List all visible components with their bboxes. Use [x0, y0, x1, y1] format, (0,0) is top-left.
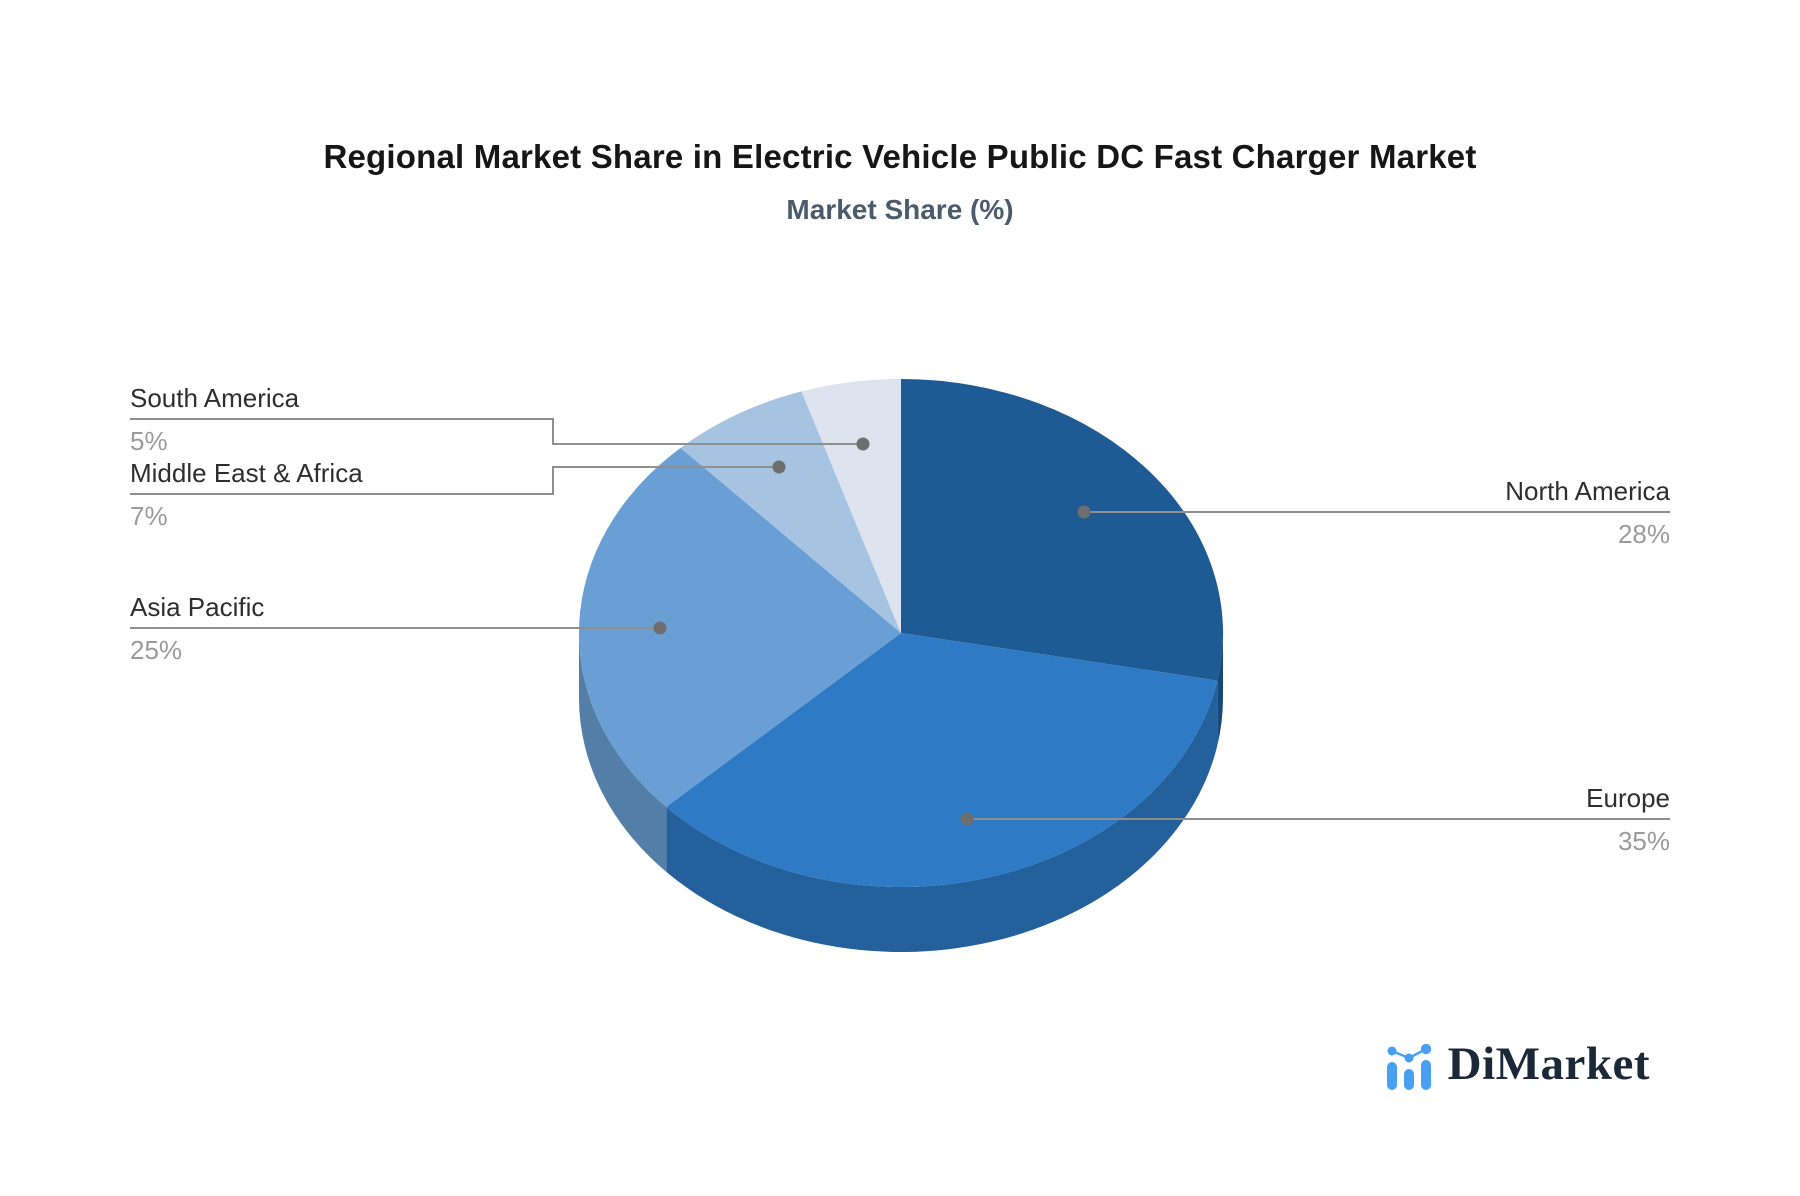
slice-value-asia-pacific: 25% — [130, 635, 183, 665]
leader-line-south-america — [130, 418, 863, 445]
slice-label-south-america: South America — [130, 383, 300, 413]
slice-value-north-america: 28% — [1617, 519, 1670, 549]
slice-value-europe: 35% — [1617, 826, 1670, 856]
chart-subtitle: Market Share (%) — [786, 194, 1014, 225]
pie-slice-south-america[interactable] — [801, 379, 901, 633]
leader-dot-north-america — [1077, 505, 1091, 519]
dimarket-logo-text: DiMarket — [1447, 1038, 1650, 1090]
pie-slice-side-europe — [666, 680, 1218, 953]
leader-dot-south-america — [856, 437, 870, 451]
leader-line-middle-east-africa — [130, 466, 779, 495]
pie-slice-side-north-america — [1217, 633, 1223, 746]
pie-slice-middle-east-africa[interactable] — [680, 391, 901, 633]
slice-value-middle-east-africa: 7% — [130, 501, 168, 531]
slice-value-south-america: 5% — [130, 426, 168, 456]
slice-label-north-america: North America — [1505, 476, 1670, 506]
leader-dot-asia-pacific — [653, 621, 667, 635]
slice-label-middle-east-africa: Middle East & Africa — [130, 458, 363, 488]
pie-slice-north-america[interactable] — [901, 379, 1224, 681]
pie-slice-asia-pacific[interactable] — [579, 447, 901, 807]
slice-label-europe: Europe — [1586, 783, 1670, 813]
pie-slice-europe[interactable] — [666, 633, 1218, 888]
leader-dot-europe — [960, 812, 974, 826]
slice-label-asia-pacific: Asia Pacific — [130, 592, 265, 622]
pie-slice-side-asia-pacific — [579, 633, 667, 872]
dimarket-logo: DiMarket — [1385, 1038, 1650, 1090]
bar-line-chart-icon — [1386, 1043, 1431, 1090]
leader-dot-middle-east-africa — [772, 460, 786, 474]
chart-title: Regional Market Share in Electric Vehicl… — [323, 138, 1477, 175]
